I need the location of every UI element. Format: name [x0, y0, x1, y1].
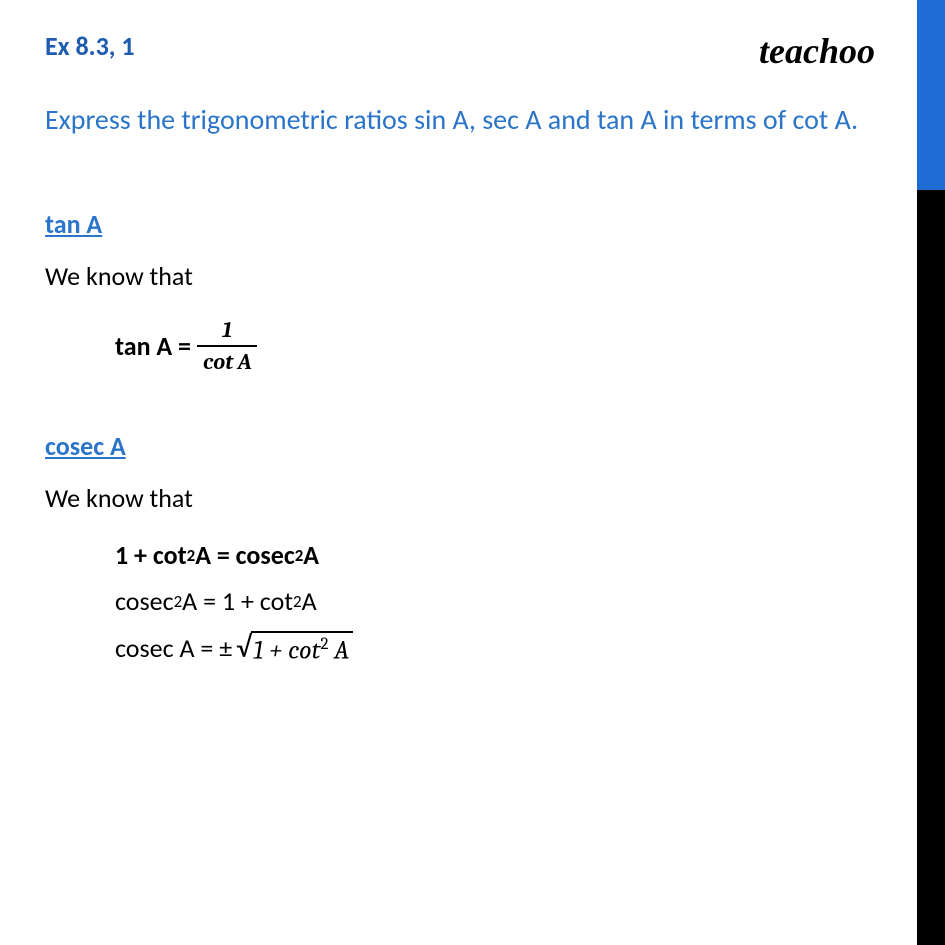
l2c: A — [302, 585, 317, 617]
frac-numerator: 1 — [216, 317, 238, 345]
frac-denominator: cot A — [197, 345, 257, 375]
question-text: Express the trigonometric ratios sin A, … — [45, 92, 885, 148]
sqb: A — [328, 636, 349, 666]
section-title-tan: tan A — [45, 208, 885, 240]
intro-tan: We know that — [45, 260, 885, 292]
l1sup2: 2 — [295, 545, 304, 566]
tan-lhs: tan A = — [115, 330, 191, 362]
l1sup1: 2 — [187, 545, 196, 566]
l2sup2: 2 — [293, 591, 302, 612]
cosec-line1: 1 + cot2 A = cosec2 A — [115, 539, 885, 571]
sidebar-accent-black — [917, 190, 945, 945]
l1a: 1 + cot — [115, 539, 187, 571]
equation-tan: tan A = 1 cot A — [115, 317, 885, 375]
cosec-line2: cosec2 A = 1 + cot2 A — [115, 585, 885, 617]
cosec-line3: cosec A = ± √ 1 + cot2 A — [115, 631, 885, 666]
l1c: A — [303, 539, 319, 571]
tan-fraction: 1 cot A — [197, 317, 257, 375]
sqa: 1 + cot — [253, 636, 320, 666]
sqrt-sign: √ — [236, 633, 251, 668]
l1b: A = cosec — [195, 539, 295, 571]
sqrt-expression: √ 1 + cot2 A — [236, 631, 353, 666]
equation-cosec-block: 1 + cot2 A = cosec2 A cosec2 A = 1 + cot… — [115, 539, 885, 666]
sidebar-accent-blue — [917, 0, 945, 190]
header-row: Ex 8.3, 1 teachoo — [45, 30, 885, 72]
l2a: cosec — [115, 585, 174, 617]
page-content: Ex 8.3, 1 teachoo Express the trigonomet… — [0, 0, 945, 710]
exercise-label: Ex 8.3, 1 — [45, 30, 135, 62]
section-title-cosec: cosec A — [45, 430, 885, 462]
l3a: cosec A = ± — [115, 632, 232, 664]
l2sup1: 2 — [174, 591, 183, 612]
intro-cosec: We know that — [45, 482, 885, 514]
l2b: A = 1 + cot — [182, 585, 293, 617]
sqrt-body: 1 + cot2 A — [251, 631, 353, 666]
brand-logo: teachoo — [759, 30, 875, 72]
